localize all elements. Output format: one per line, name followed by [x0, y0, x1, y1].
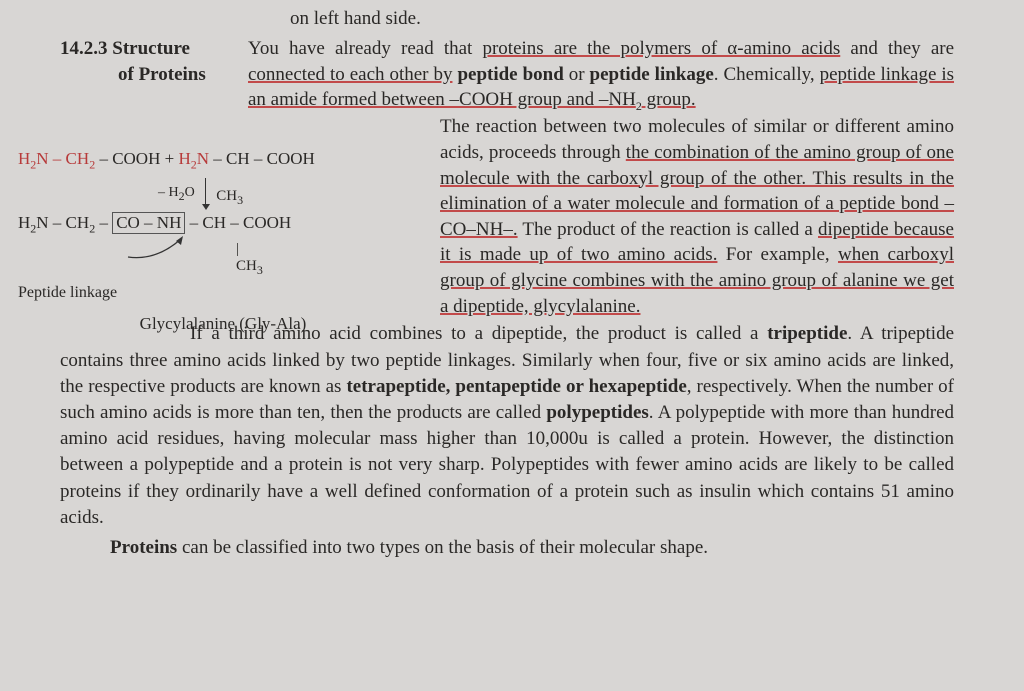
section-number: 14.2.3 — [60, 38, 108, 59]
p3b: Proteins — [110, 537, 177, 558]
product-line: H2N – CH2 – CO – NH – CH – COOH — [18, 212, 388, 236]
p2b3: polypeptides — [546, 402, 648, 423]
t1: You have already read that — [248, 38, 482, 59]
p2b2: tetrapeptide, pentapeptide or hexapeptid… — [346, 376, 686, 397]
reaction-arrow-icon: – H2O CH3 — [158, 178, 243, 206]
classification-paragraph: Proteins can be classified into two type… — [60, 535, 954, 561]
u2: connected to each other by — [248, 64, 452, 85]
p2b1: tripeptide — [767, 323, 847, 344]
t4: or — [564, 64, 590, 85]
section-title-2: of Proteins — [118, 64, 206, 85]
section-14-2-3: 14.2.3 Structure of Proteins You have al… — [60, 36, 954, 114]
chemical-equation: H2N – CH2 – COOH + H2N – CH – COOH – H2O… — [18, 145, 388, 334]
t2: and they are — [840, 38, 954, 59]
arrow-line: – H2O CH3 — [18, 176, 388, 208]
reactants-line: H2N – CH2 – COOH + H2N – CH – COOH — [18, 149, 388, 172]
b1: peptide bond — [457, 64, 563, 85]
peptide-bond-box: CO – NH — [112, 212, 185, 234]
prev-page-fragment: on left hand side. — [290, 8, 954, 30]
p3r: can be classified into two types on the … — [177, 537, 708, 558]
tripeptide-paragraph: If a third amino acid combines to a dipe… — [60, 321, 954, 531]
ch3-sub: |CH3 — [236, 241, 388, 278]
textbook-page: on left hand side. 14.2.3 Structure of P… — [0, 0, 1024, 571]
section-body-top: You have already read that proteins are … — [248, 36, 954, 114]
formula-caption: Glycylalanine (Gly-Ala) — [58, 314, 388, 334]
peptide-linkage-label: Peptide linkage — [18, 284, 388, 302]
pointer-arrow-icon — [126, 233, 206, 263]
t5: . Chemically, — [714, 64, 820, 85]
b2: peptide linkage — [590, 64, 714, 85]
t7: The product of the reaction is called a — [518, 219, 818, 240]
section-heading: 14.2.3 Structure of Proteins — [60, 36, 230, 87]
section-title-1: Structure — [112, 38, 190, 59]
wrap-paragraph: The reaction between two molecules of si… — [440, 114, 954, 319]
u1: proteins are the polymers of α-amino aci… — [482, 38, 840, 59]
t8: For example, — [717, 244, 838, 265]
